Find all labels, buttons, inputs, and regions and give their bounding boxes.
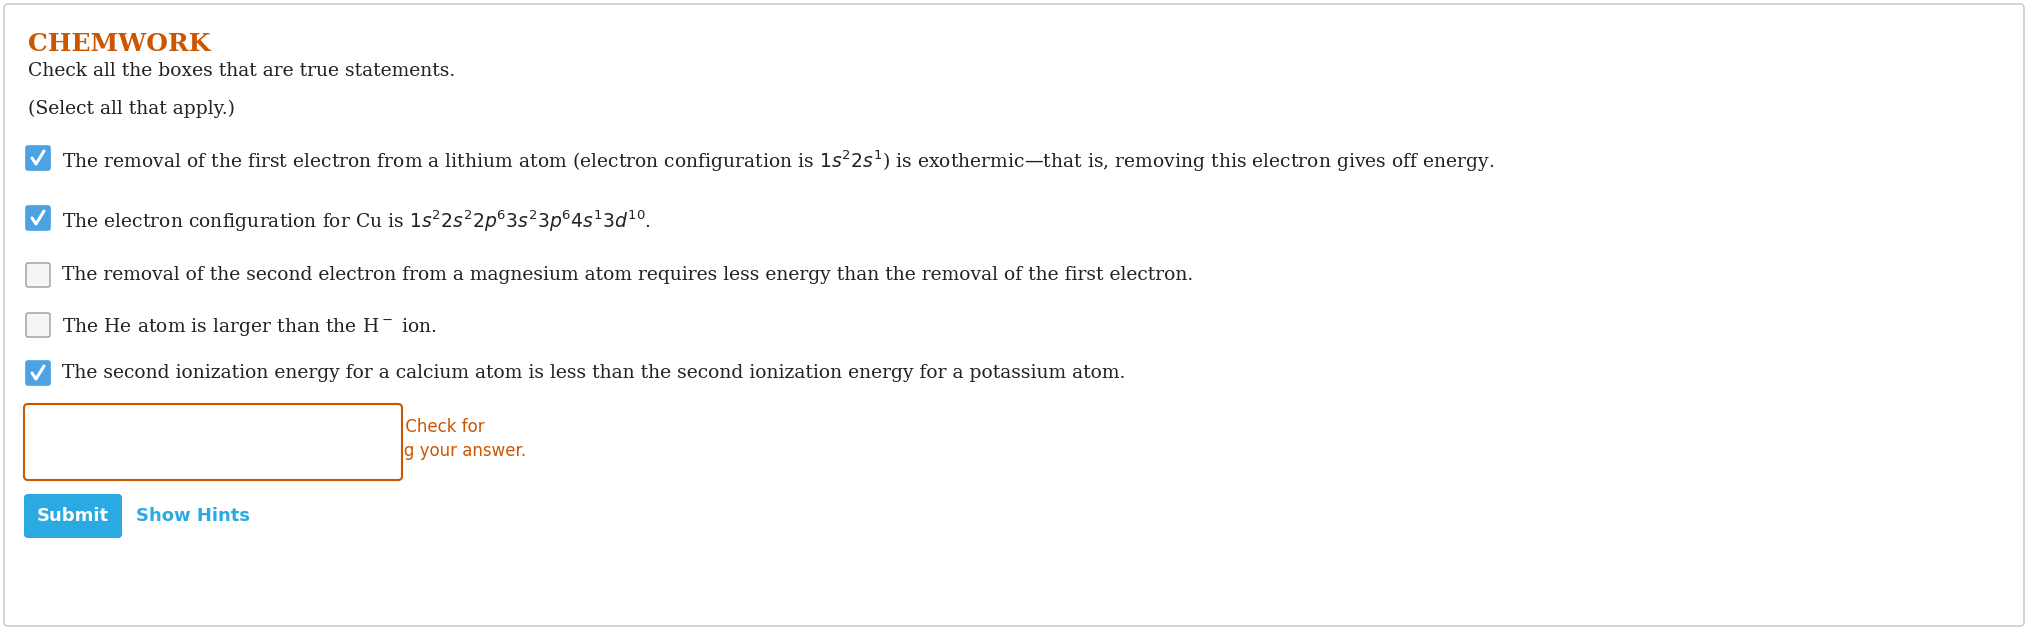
Text: An error has been detected in your answer. Check for: An error has been detected in your answe… [41,418,485,436]
FancyBboxPatch shape [24,494,122,538]
FancyBboxPatch shape [24,404,402,480]
Text: The removal of the second electron from a magnesium atom requires less energy th: The removal of the second electron from … [63,266,1192,284]
Text: typos, miscalculations etc. before submitting your answer.: typos, miscalculations etc. before submi… [41,442,525,460]
Text: The removal of the first electron from a lithium atom (electron configuration is: The removal of the first electron from a… [63,149,1495,175]
Text: The electron configuration for Cu is $1s^22s^22p^63s^23p^64s^13d^{10}$.: The electron configuration for Cu is $1s… [63,209,651,234]
FancyBboxPatch shape [4,4,2024,626]
FancyBboxPatch shape [26,146,51,170]
FancyBboxPatch shape [26,206,51,230]
FancyBboxPatch shape [26,361,51,385]
Text: Check all the boxes that are true statements.: Check all the boxes that are true statem… [28,62,454,80]
Text: Submit: Submit [37,507,110,525]
Text: Show Hints: Show Hints [136,507,249,525]
Text: (Select all that apply.): (Select all that apply.) [28,100,235,118]
Text: The He atom is larger than the H$^-$ ion.: The He atom is larger than the H$^-$ ion… [63,316,436,338]
Text: CHEMWORK: CHEMWORK [28,32,211,56]
FancyBboxPatch shape [26,263,51,287]
Text: The second ionization energy for a calcium atom is less than the second ionizati: The second ionization energy for a calci… [63,364,1126,382]
FancyBboxPatch shape [26,313,51,337]
